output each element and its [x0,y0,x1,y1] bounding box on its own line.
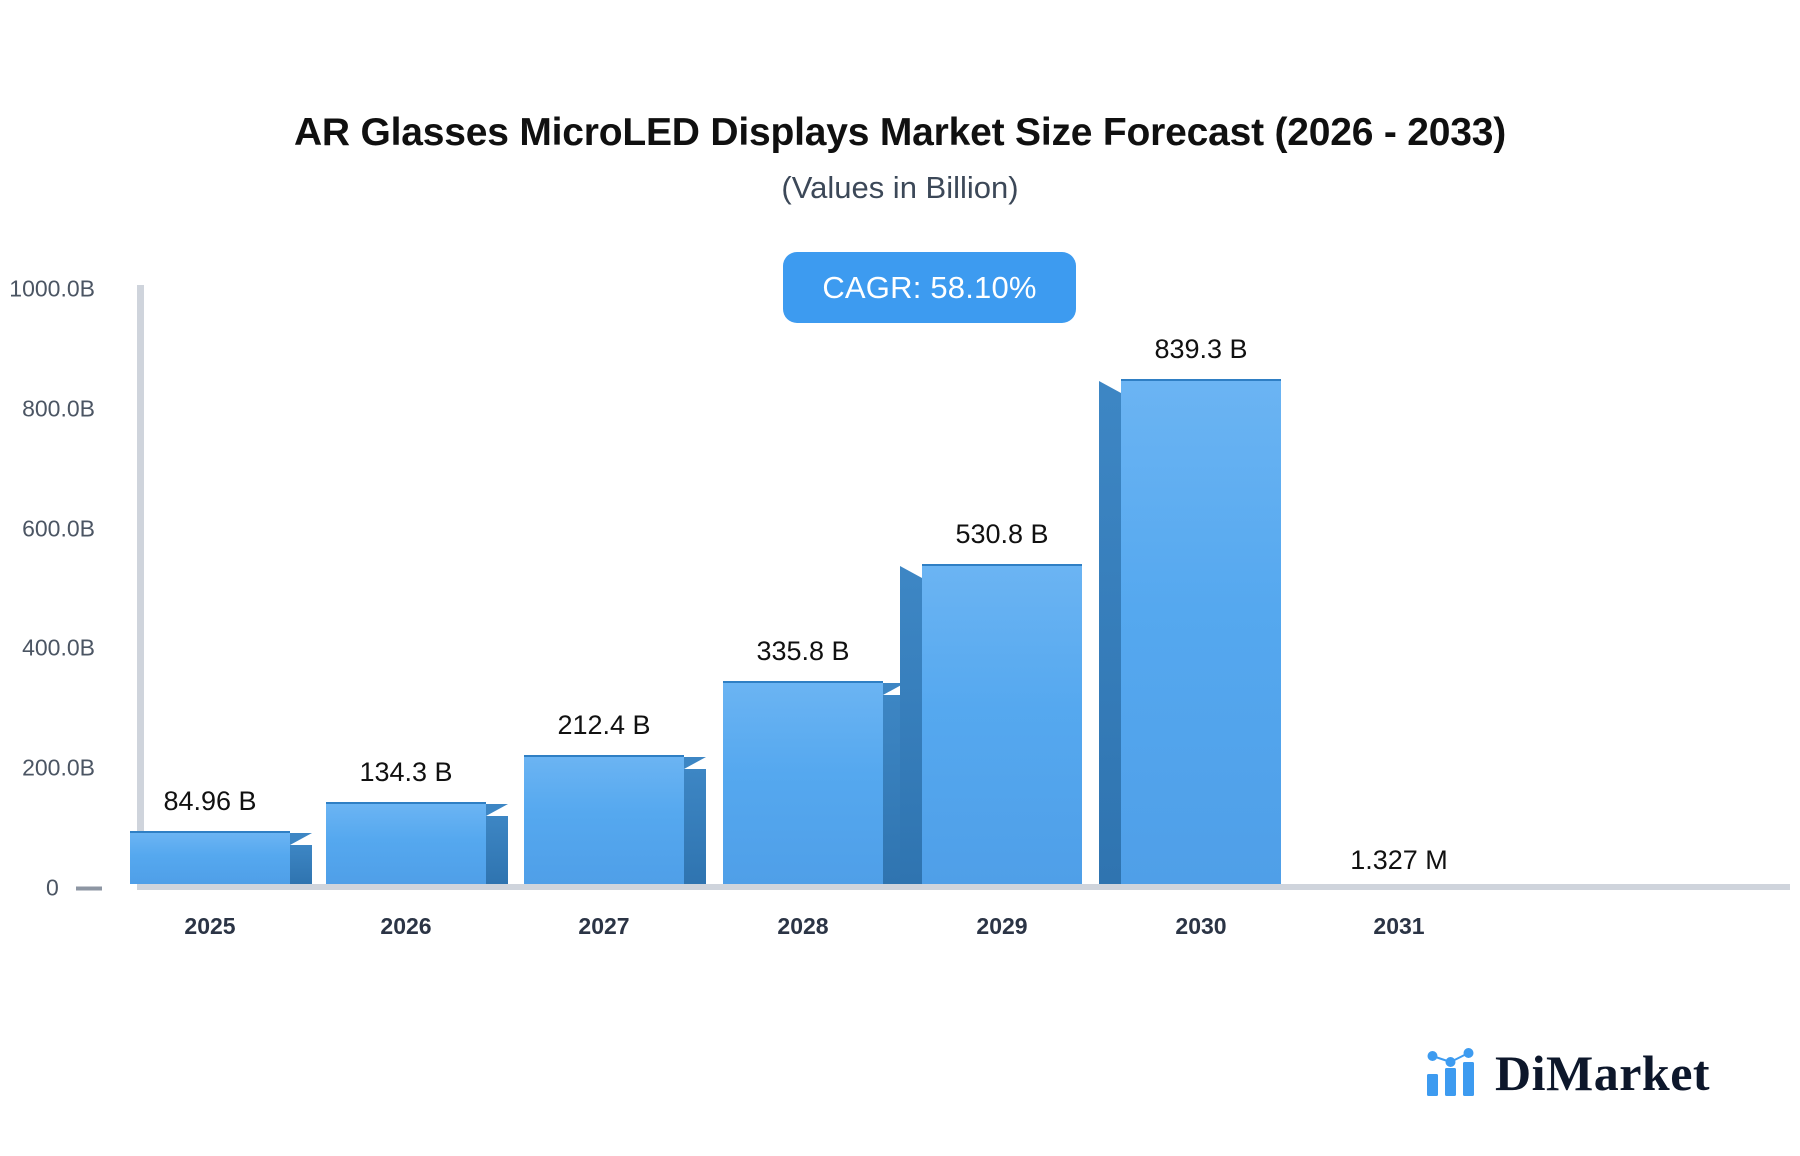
bar-side-face [290,845,312,884]
bar-side-face [684,768,706,884]
bar-front-face [1121,379,1281,884]
bar-front-face [723,680,883,884]
bar-side-cap [900,566,922,579]
bar-2028[interactable]: 335.8 B [723,636,905,884]
cagr-badge-label: CAGR: 58.10% [822,269,1037,305]
y-axis-tick-label: 200.0B [22,754,95,781]
bar-side-cap [883,682,905,695]
bar-value-label: 1.327 M [1350,845,1448,875]
bar-side-cap [684,756,706,769]
bar-2025[interactable]: 84.96 B [130,786,312,884]
chart-title: AR Glasses MicroLED Displays Market Size… [293,111,1507,154]
chart-subtitle: (Values in Billion) [781,169,1019,205]
x-axis-line [137,884,1790,890]
bar-front-face [922,564,1082,884]
y-axis-zero-label: 0 [46,874,59,901]
bar-side-cap [1099,381,1121,394]
bar-value-label: 335.8 B [756,635,850,666]
y-axis-tick-dash [75,886,102,890]
bar-2027[interactable]: 212.4 B [524,710,706,884]
bar-2026[interactable]: 134.3 B [326,757,508,884]
x-axis-tick-label: 2025 [184,913,236,939]
bar-value-label: 839.3 B [1154,334,1248,365]
bar-side-cap [486,803,508,816]
x-axis-tick-label: 2029 [976,913,1028,939]
bar-value-label: 212.4 B [557,709,651,740]
bar-2029[interactable]: 530.8 B [900,519,1082,884]
x-axis-tick-label: 2027 [578,913,630,939]
cagr-badge: CAGR: 58.10% [783,252,1076,323]
x-axis-tick-label: 2028 [777,913,829,939]
y-axis-tick-label: 800.0B [22,395,95,422]
y-axis-tick-label: 400.0B [22,634,95,661]
x-axis-tick-label: 2030 [1175,913,1227,939]
chart-header: AR Glasses MicroLED Displays Market Size… [0,111,1800,205]
y-axis-line [137,285,144,888]
bar-front-face [326,801,486,884]
y-axis-tick-label: 600.0B [22,515,95,542]
x-axis-tick-label: 2026 [380,913,432,939]
bar-chart-icon [1427,1048,1474,1096]
brand-logo: DiMarket [1425,1048,1710,1098]
plot-area: 84.96 B 134.3 B 212.4 B 335.8 B 530.8 B 839.3… [130,285,1790,890]
y-axis-tick-label: 1000.0B [9,275,95,302]
bar-value-label: 530.8 B [955,519,1049,550]
bar-side-cap [290,833,312,846]
x-axis-tick-label: 2031 [1373,913,1425,939]
bar-2031[interactable]: 1.327 M [1319,845,1479,884]
bar-side-face [900,578,922,884]
bar-value-label: 84.96 B [163,786,257,817]
bar-side-face [883,694,905,884]
bar-front-face [524,754,684,884]
y-axis-zero-tick: 0 [46,875,102,902]
bar-side-face [486,815,508,884]
brand-logo-text: DiMarket [1495,1045,1711,1101]
bar-side-face [1099,393,1121,884]
bar-2030[interactable]: 839.3 B [1099,334,1281,884]
bar-value-label: 134.3 B [359,756,453,787]
bar-front-face [130,831,290,884]
